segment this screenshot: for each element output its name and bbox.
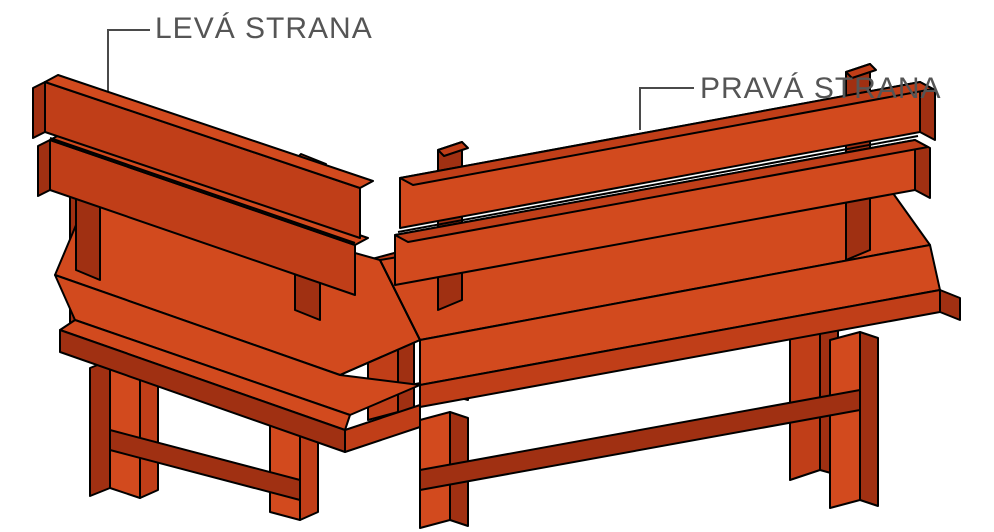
leader-right (640, 88, 694, 130)
diagram-stage: LEVÁ STRANA PRAVÁ STRANA (0, 0, 994, 532)
label-right-side: PRAVÁ STRANA (700, 72, 942, 106)
label-left-side: LEVÁ STRANA (155, 12, 373, 46)
